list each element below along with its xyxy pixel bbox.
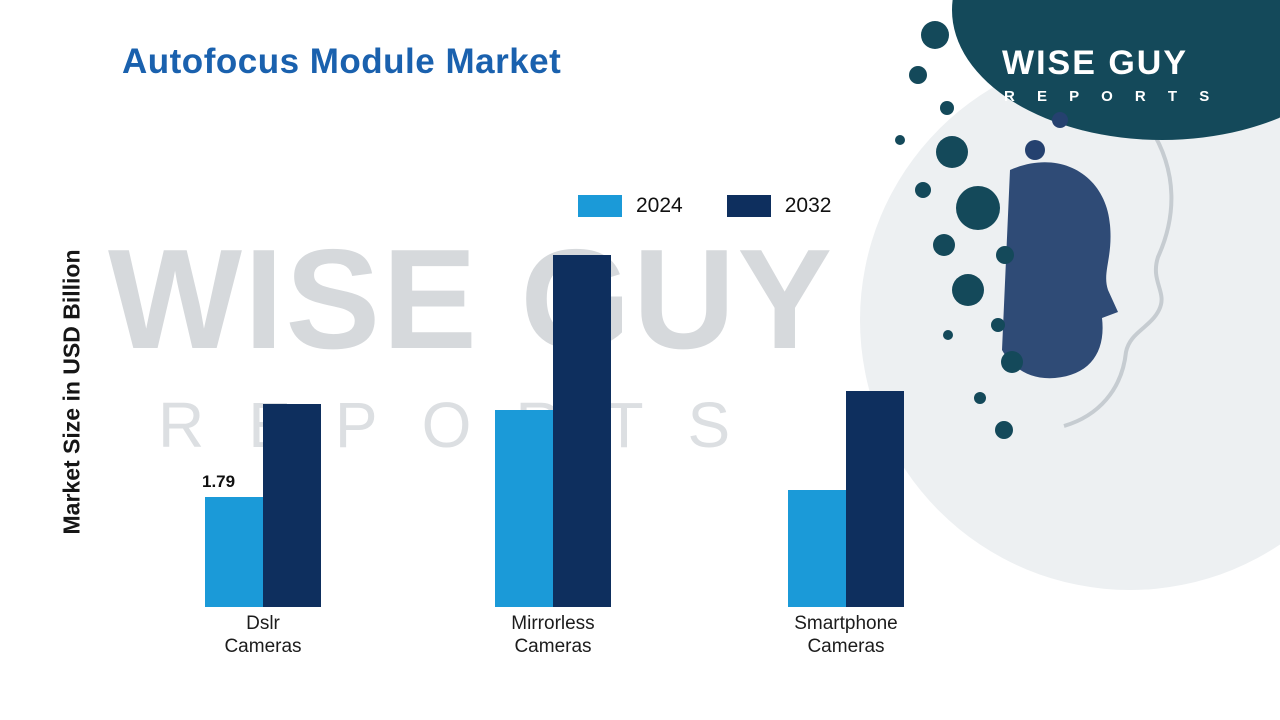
bar-smartphone-2032 <box>846 391 904 607</box>
dot-pattern <box>895 21 1068 439</box>
bar-smartphone-2024 <box>788 490 846 607</box>
logo-reports-text: R E P O R T S <box>1004 88 1219 105</box>
legend: 2024 2032 <box>578 194 831 218</box>
category-label-line: Dslr <box>246 613 280 634</box>
logo-blob <box>952 0 1280 140</box>
category-label-line: Mirrorless <box>511 613 595 634</box>
legend-label-2024: 2024 <box>636 194 683 217</box>
page-title: Autofocus Module Market <box>122 42 562 81</box>
legend-item-2024: 2024 <box>578 194 683 218</box>
face-profile-curve <box>1063 118 1174 428</box>
category-label-dslr-cameras: Dslr Cameras <box>183 612 343 658</box>
bar-mirrorless-2032 <box>553 255 611 607</box>
legend-label-2032: 2032 <box>784 194 832 217</box>
watermark-reports-text: REPORTS <box>158 389 775 461</box>
legend-swatch-2024 <box>578 195 622 217</box>
logo-head-graphic <box>860 0 1280 590</box>
face-silhouette <box>1002 162 1118 379</box>
category-label-line: Smartphone <box>794 613 898 634</box>
legend-item-2032: 2032 <box>726 194 832 218</box>
bar-dslr-2032 <box>263 404 321 607</box>
category-label-mirrorless-cameras: Mirrorless Cameras <box>473 612 633 658</box>
category-label-smartphone-cameras: Smartphone Cameras <box>766 612 926 658</box>
bar-group-mirrorless-cameras <box>495 255 611 607</box>
y-axis-label: Market Size in USD Billion <box>58 249 85 535</box>
bar-group-smartphone-cameras <box>788 391 904 607</box>
category-label-line: Cameras <box>224 636 302 657</box>
bar-mirrorless-2024 <box>495 410 553 607</box>
bar-value-label: 1.79 <box>202 472 236 491</box>
bar-group-dslr-cameras: 1.79 <box>202 404 321 607</box>
category-labels: Dslr Cameras Mirrorless Cameras Smartphone Ca… <box>0 612 960 676</box>
category-label-line: Cameras <box>514 636 592 657</box>
logo-wordmark: WISE GUY <box>1002 44 1189 82</box>
bar-dslr-2024: 1.79 <box>202 472 263 607</box>
watermark-wordmark: WISE GUY <box>108 220 835 379</box>
category-label-line: Cameras <box>807 636 885 657</box>
legend-swatch-2032 <box>726 195 771 217</box>
plot-area: 1.79 <box>0 237 960 607</box>
